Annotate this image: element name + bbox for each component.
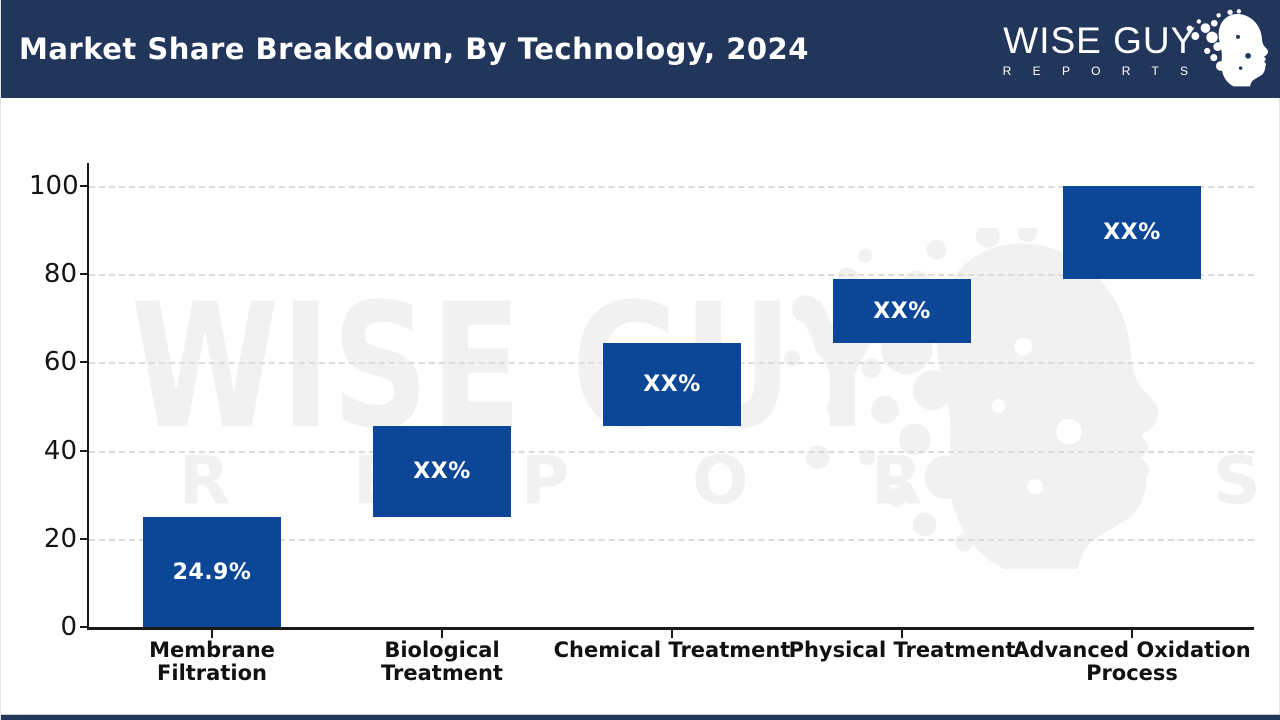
x-axis-label-chemical-treatment: Chemical Treatment — [552, 639, 792, 662]
y-axis-tick-80 — [80, 273, 88, 276]
x-axis-tick-advanced-oxidation-process — [1131, 630, 1133, 638]
y-axis-label-80: 80 — [43, 259, 77, 290]
gridline-20 — [89, 538, 1254, 541]
gridline-40 — [89, 450, 1254, 453]
x-axis-label-line: Process — [1086, 661, 1178, 685]
x-axis-line — [87, 627, 1254, 630]
x-axis-tick-chemical-treatment — [671, 630, 673, 638]
y-axis-label-40: 40 — [43, 435, 77, 466]
bar-value-label-physical-treatment: XX% — [873, 298, 931, 324]
bar-membrane-filtration: 24.9% — [143, 517, 281, 627]
y-axis-label-20: 20 — [43, 523, 77, 554]
x-axis-label-line: Membrane — [149, 638, 275, 662]
bar-value-label-membrane-filtration: 24.9% — [172, 559, 252, 585]
header-bar: Market Share Breakdown, By Technology, 2… — [1, 0, 1280, 98]
y-axis-tick-40 — [80, 449, 88, 452]
y-axis-label-0: 0 — [60, 612, 77, 642]
bar-biological-treatment: XX% — [373, 425, 511, 518]
y-axis-tick-0 — [80, 626, 88, 628]
y-axis-line — [87, 163, 89, 629]
x-axis-label-advanced-oxidation-process: Advanced Oxidation Process — [1012, 639, 1252, 685]
logo: WISE GUY R E P O R T S — [1003, 6, 1271, 92]
x-axis-label-physical-treatment: Physical Treatment — [782, 639, 1022, 662]
x-axis-label-line: Treatment — [381, 661, 503, 685]
bar-physical-treatment: XX% — [833, 279, 971, 343]
y-axis-tick-100 — [80, 185, 88, 187]
x-axis-label-line: Advanced Oxidation — [1013, 638, 1251, 662]
x-axis-label-membrane-filtration: Membrane Filtration — [92, 639, 332, 685]
logo-text: WISE GUY R E P O R T S — [1003, 20, 1197, 78]
x-axis-label-line: Filtration — [157, 661, 267, 685]
gridline-100 — [89, 186, 1254, 188]
y-axis-label-100: 100 — [29, 171, 79, 201]
y-axis-tick-20 — [80, 537, 88, 540]
x-axis-tick-membrane-filtration — [211, 630, 213, 638]
bar-value-label-advanced-oxidation-process: XX% — [1103, 220, 1161, 246]
bar-value-label-biological-treatment: XX% — [413, 459, 471, 485]
gridline-80 — [89, 274, 1254, 277]
x-axis-label-line: Chemical Treatment — [553, 638, 791, 662]
page-title: Market Share Breakdown, By Technology, 2… — [19, 32, 809, 66]
x-axis-label-line: Physical Treatment — [788, 638, 1016, 662]
logo-brand-text: WISE GUY — [1003, 20, 1197, 61]
bar-chemical-treatment: XX% — [603, 342, 741, 426]
y-axis-tick-60 — [80, 361, 88, 364]
y-axis-label-60: 60 — [43, 347, 77, 378]
bar-value-label-chemical-treatment: XX% — [643, 371, 701, 397]
x-axis-tick-physical-treatment — [901, 630, 903, 638]
logo-reports-text: R E P O R T S — [1002, 64, 1197, 78]
x-axis-label-line: Biological — [384, 638, 500, 662]
logo-head-icon — [1186, 9, 1269, 87]
x-axis-label-biological-treatment: Biological Treatment — [322, 639, 562, 685]
footer-bar — [1, 714, 1280, 720]
bar-advanced-oxidation-process: XX% — [1063, 186, 1201, 280]
x-axis-tick-biological-treatment — [441, 630, 443, 638]
